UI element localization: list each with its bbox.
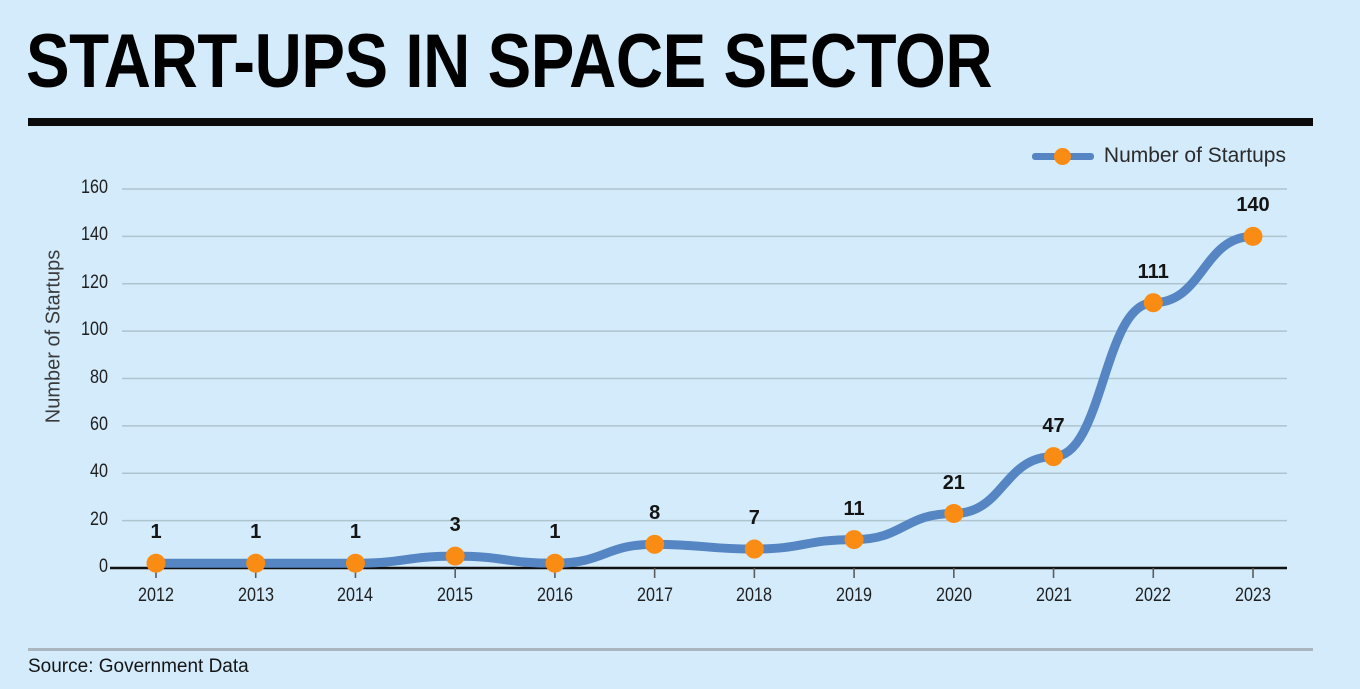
data-point-label: 111 [1137,260,1169,283]
y-axis-tick-label: 0 [99,556,108,577]
y-axis-tick-label: 40 [90,461,108,483]
footer-divider [28,648,1313,651]
x-axis-tick-label: 2012 [138,585,174,606]
x-axis-tick-label: 2020 [935,585,972,606]
data-point-label: 1 [250,521,262,544]
data-point-label: 140 [1236,194,1270,217]
y-axis-tick-label: 160 [81,177,108,198]
data-point-label: 11 [843,497,865,520]
x-axis-tick-label: 2016 [536,585,573,606]
title-divider [28,118,1313,126]
x-axis-tick-label: 2017 [636,585,673,606]
data-point-label: 21 [942,471,965,494]
y-axis-tick-label: 80 [90,366,108,388]
y-axis-tick-label: 100 [81,319,108,341]
data-point-label: 3 [449,514,461,537]
data-point-label: 1 [549,521,561,544]
chart-legend: Number of Startups [1031,143,1286,169]
legend-label: Number of Startups [1103,144,1286,167]
data-point-label: 1 [349,521,362,544]
data-point-label: 47 [1042,414,1065,437]
data-point-label: 7 [748,507,760,530]
data-point-label: 8 [649,502,661,525]
x-axis-tick-label: 2021 [1035,585,1072,606]
x-axis-tick-label: 2019 [836,585,873,606]
data-point-label: 1 [150,521,162,544]
legend-marker-icon [1031,148,1094,165]
y-axis-tick-label: 120 [81,271,108,293]
x-axis-tick-label: 2014 [337,585,374,606]
y-axis-tick-label: 140 [81,224,108,246]
x-axis-tick-label: 2015 [437,585,474,606]
x-axis-tick-label: 2018 [736,585,773,606]
x-axis-tick-label: 2023 [1235,585,1271,606]
y-axis-tick-label: 60 [90,413,108,435]
page-title: START-UPS IN SPACE SECTOR [26,19,993,104]
y-axis-tick-label: 20 [90,508,108,530]
source-note: Source: Government Data [28,656,249,677]
x-axis-tick-label: 2022 [1135,585,1172,606]
x-axis-tick-label: 2013 [237,585,274,606]
